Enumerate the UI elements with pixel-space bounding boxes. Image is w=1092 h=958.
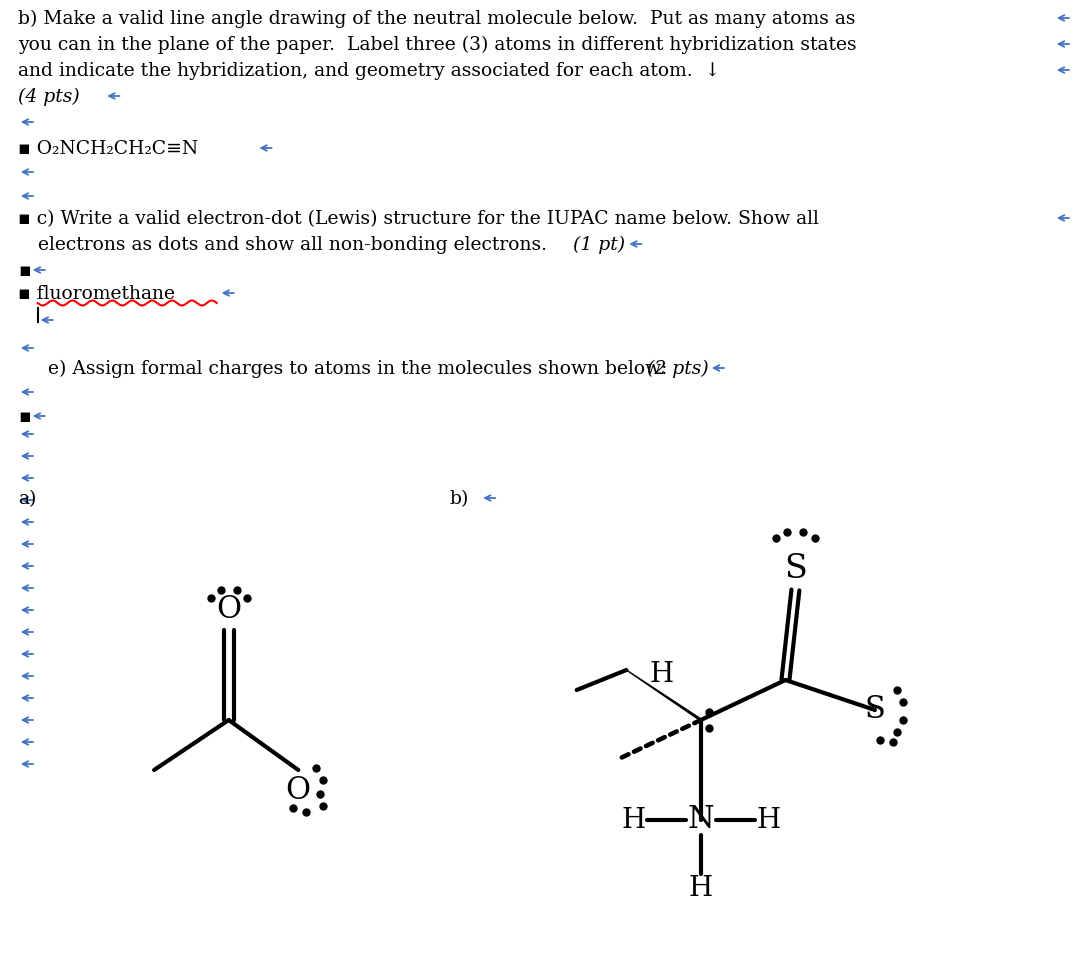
Text: e) Assign formal charges to atoms in the molecules shown below:: e) Assign formal charges to atoms in the… <box>48 360 667 378</box>
Text: H: H <box>757 807 781 833</box>
Text: a): a) <box>17 490 36 508</box>
Text: S: S <box>865 695 886 725</box>
Polygon shape <box>627 670 701 720</box>
Text: O: O <box>286 775 311 806</box>
Text: ▪ c) Write a valid electron-dot (Lewis) structure for the IUPAC name below. Show: ▪ c) Write a valid electron-dot (Lewis) … <box>17 210 819 228</box>
Text: ▪: ▪ <box>17 408 31 426</box>
Text: H: H <box>621 807 645 833</box>
Text: S: S <box>784 553 807 585</box>
Text: b) Make a valid line angle drawing of the neutral molecule below.  Put as many a: b) Make a valid line angle drawing of th… <box>17 10 855 28</box>
Text: N: N <box>688 805 714 835</box>
Text: ▪: ▪ <box>17 262 31 280</box>
Text: (4 pts): (4 pts) <box>17 88 80 106</box>
Text: H: H <box>689 875 713 901</box>
Text: electrons as dots and show all non-bonding electrons.: electrons as dots and show all non-bondi… <box>38 236 547 254</box>
Text: you can in the plane of the paper.  Label three (3) atoms in different hybridiza: you can in the plane of the paper. Label… <box>17 36 856 55</box>
Text: b): b) <box>450 490 468 508</box>
Text: (1 pt): (1 pt) <box>567 236 625 254</box>
Text: and indicate the hybridization, and geometry associated for each atom.  ↓: and indicate the hybridization, and geom… <box>17 62 721 80</box>
Text: (2 pts): (2 pts) <box>641 360 709 378</box>
Text: O: O <box>216 594 241 625</box>
Text: ▪ fluoromethane: ▪ fluoromethane <box>17 285 175 303</box>
Text: ▪ O₂NCH₂CH₂C≡N: ▪ O₂NCH₂CH₂C≡N <box>17 140 198 158</box>
Text: H: H <box>649 662 674 689</box>
